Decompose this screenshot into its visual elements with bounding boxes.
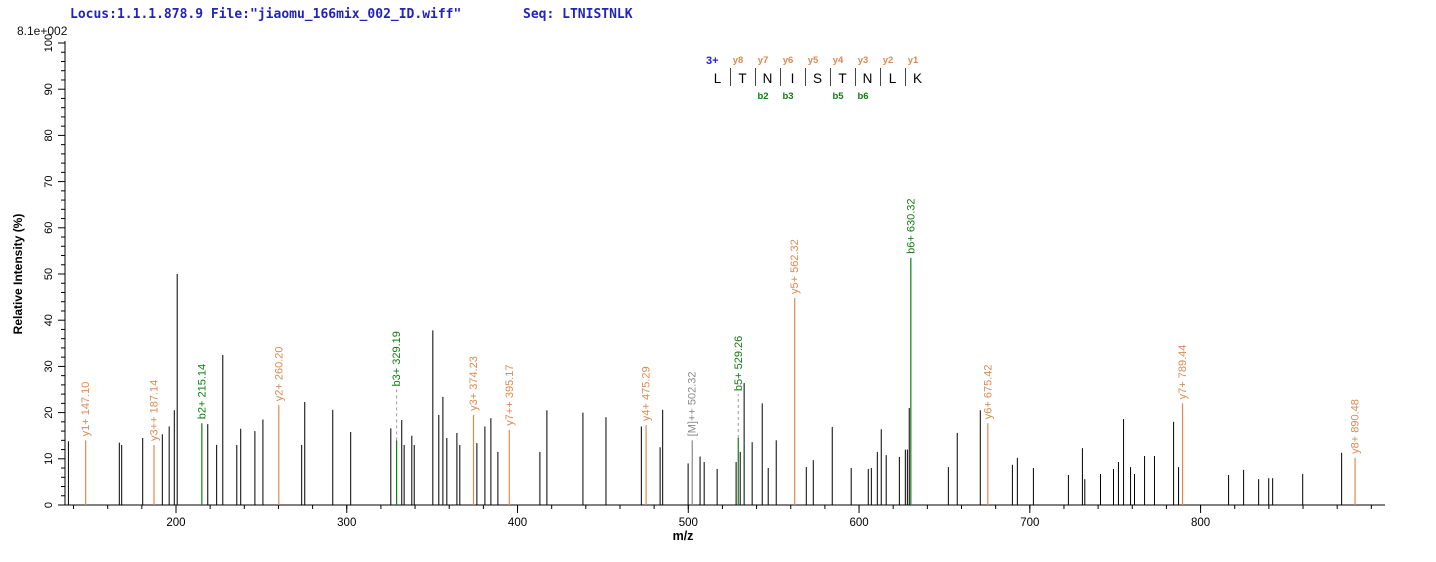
peak-label: b6+ 630.32 xyxy=(905,198,917,253)
y-tick-label: 30 xyxy=(43,360,55,372)
x-tick-label: 600 xyxy=(849,517,868,529)
y-tick-label: 80 xyxy=(43,129,55,141)
y-tick-label: 40 xyxy=(43,314,55,326)
y-tick-label: 0 xyxy=(43,502,55,508)
peak-label: y7++ 395.17 xyxy=(504,365,516,426)
peak-label: b5+ 529.26 xyxy=(733,336,745,391)
y-tick-label: 60 xyxy=(43,222,55,234)
peak-label: y7+ 789.44 xyxy=(1177,345,1189,400)
peak-label: b3+ 329.19 xyxy=(391,331,403,386)
peak-label: y3++ 187.14 xyxy=(149,380,161,441)
peak-label: y6+ 675.42 xyxy=(982,364,994,419)
y-tick-label: 90 xyxy=(43,83,55,95)
y-tick-label: 10 xyxy=(43,453,55,465)
y-axis-title: Relative Intensity (%) xyxy=(11,214,25,335)
locus-file-header: Locus:1.1.1.878.9 File:"jiaomu_166mix_00… xyxy=(70,7,462,22)
y-tick-label: 70 xyxy=(43,175,55,187)
x-axis-title: m/z xyxy=(673,529,694,543)
y-tick-label: 100 xyxy=(43,34,55,52)
peak-label: y4+ 475.29 xyxy=(641,366,653,421)
x-tick-label: 300 xyxy=(337,517,356,529)
peak-label: y3+ 374.23 xyxy=(468,356,480,411)
x-tick-label: 500 xyxy=(679,517,698,529)
y-tick-label: 50 xyxy=(43,268,55,280)
x-tick-label: 200 xyxy=(166,517,185,529)
peak-label: y5+ 562.32 xyxy=(789,239,801,294)
peak-label: b2+ 215.14 xyxy=(196,364,208,419)
sequence-header: Seq: LTNISTNLK xyxy=(523,7,633,22)
x-tick-label: 800 xyxy=(1191,517,1210,529)
x-tick-label: 400 xyxy=(508,517,527,529)
base-peak-intensity-label: 8.1e+002 xyxy=(17,24,68,38)
y-tick-label: 20 xyxy=(43,406,55,418)
peak-label: y2+ 260.20 xyxy=(273,346,285,401)
peak-label: [M]++ 502.32 xyxy=(687,371,699,436)
x-tick-label: 700 xyxy=(1020,517,1039,529)
peak-label: y1+ 147.10 xyxy=(80,382,92,437)
peak-label: y8+ 890.48 xyxy=(1350,399,1362,454)
